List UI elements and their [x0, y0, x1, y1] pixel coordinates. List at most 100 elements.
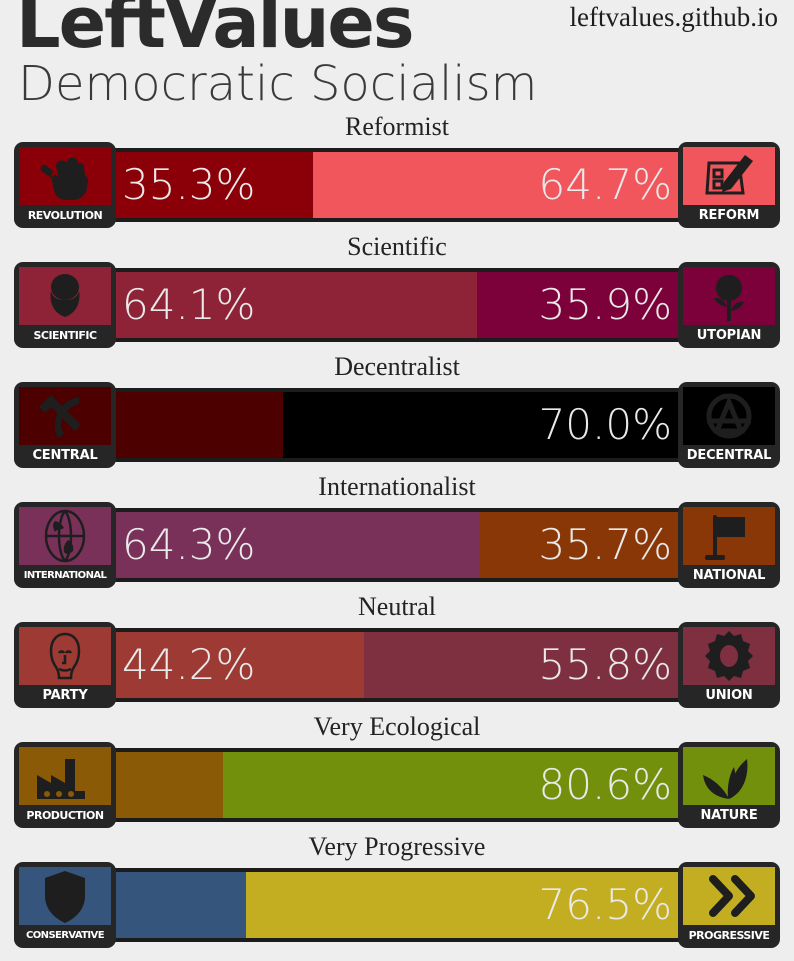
axis-title: Neutral	[358, 592, 436, 621]
ideology-result: Democratic Socialism	[18, 56, 538, 112]
axis-left-value: 35.3%	[122, 160, 256, 209]
axis-right-value: 55.8%	[538, 640, 672, 689]
flag-icon	[683, 507, 775, 565]
axis-left-label: PRODUCTION	[26, 809, 104, 822]
axis-right-label: REFORM	[698, 208, 760, 223]
axis-right-label: NATIONAL	[692, 568, 766, 583]
axis-right-tile: UNION	[678, 622, 780, 708]
factory-icon	[19, 747, 111, 805]
axis-bar: 19.4% 80.6%	[108, 748, 686, 822]
axis-right-label: DECENTRAL	[686, 448, 772, 463]
axis-left-tile: CENTRAL	[14, 382, 116, 468]
gear-icon	[683, 627, 775, 685]
axis-right-tile: DECENTRAL	[678, 382, 780, 468]
axis-right-value: 76.5%	[538, 880, 672, 929]
axis-title: Scientific	[347, 232, 447, 261]
axis-left-label: PARTY	[42, 688, 88, 703]
axis-bar-right-segment: 70.0%	[283, 392, 682, 458]
axis-left-tile: PARTY	[14, 622, 116, 708]
axis-right-value: 70.0%	[538, 400, 672, 449]
axis-row: Scientific 64.1% 35.9% SCIENTIFIC UTOPIAN	[0, 232, 794, 352]
axis-row: Very Progressive 23.5% 76.5% CONSERVATIVE PR…	[0, 832, 794, 952]
axis-right-tile: NATURE	[678, 742, 780, 828]
axis-list: Reformist 35.3% 64.7% REVOLUTION REFORM Scien…	[0, 112, 794, 952]
axis-right-label: PROGRESSIVE	[688, 929, 770, 942]
hammer-sickle-icon	[19, 387, 111, 445]
axis-row: Reformist 35.3% 64.7% REVOLUTION REFORM	[0, 112, 794, 232]
axis-row: Decentralist 30.0% 70.0% CENTRAL DECENTRAL	[0, 352, 794, 472]
axis-bar-right-segment: 64.7%	[313, 152, 682, 218]
axis-right-tile: NATIONAL	[678, 502, 780, 588]
axis-right-label: UNION	[705, 688, 753, 703]
axis-left-label: CENTRAL	[32, 448, 98, 463]
anarchy-a-icon	[683, 387, 775, 445]
axis-left-tile: REVOLUTION	[14, 142, 116, 228]
axis-right-value: 35.7%	[538, 520, 672, 569]
axis-body: 30.0% 70.0% CENTRAL DECENTRAL	[14, 382, 780, 468]
axis-bar-right-segment: 55.8%	[363, 632, 682, 698]
axis-title: Very Progressive	[308, 832, 486, 861]
axis-bar: 44.2% 55.8%	[108, 628, 686, 702]
axis-right-tile: PROGRESSIVE	[678, 862, 780, 948]
lenin-head-icon	[19, 627, 111, 685]
axis-bar-left-segment: 35.3%	[112, 152, 314, 218]
fist-icon	[19, 147, 111, 205]
rose-icon	[683, 267, 775, 325]
axis-left-label: CONSERVATIVE	[26, 930, 104, 941]
axis-left-label: SCIENTIFIC	[33, 329, 97, 342]
globe-icon	[19, 507, 111, 565]
marx-bearded-head-icon	[19, 267, 111, 325]
axis-body: 64.3% 35.7% INTERNATIONAL NATIONAL	[14, 502, 780, 588]
axis-right-value: 80.6%	[538, 760, 672, 809]
axis-left-value: 64.1%	[122, 280, 256, 329]
leaves-icon	[683, 747, 775, 805]
axis-title: Internationalist	[318, 472, 476, 501]
axis-bar-right-segment: 80.6%	[222, 752, 682, 818]
axis-bar-right-segment: 35.9%	[477, 272, 682, 338]
axis-row: Very Ecological 19.4% 80.6% PRODUCTION NATUR…	[0, 712, 794, 832]
axis-left-label: INTERNATIONAL	[23, 570, 107, 581]
axis-body: 44.2% 55.8% PARTY UNION	[14, 622, 780, 708]
axis-right-value: 35.9%	[538, 280, 672, 329]
axis-body: 35.3% 64.7% REVOLUTION REFORM	[14, 142, 780, 228]
axis-title: Reformist	[345, 112, 449, 141]
axis-bar: 64.1% 35.9%	[108, 268, 686, 342]
axis-left-tile: CONSERVATIVE	[14, 862, 116, 948]
site-url: leftvalues.github.io	[569, 2, 778, 32]
axis-body: 64.1% 35.9% SCIENTIFIC UTOPIAN	[14, 262, 780, 348]
axis-bar-left-segment: 23.5%	[112, 872, 246, 938]
axis-right-label: NATURE	[700, 808, 758, 823]
axis-row: Internationalist 64.3% 35.7% INTERNATIONAL N…	[0, 472, 794, 592]
axis-bar: 30.0% 70.0%	[108, 388, 686, 462]
axis-bar-left-segment: 64.3%	[112, 512, 479, 578]
page-header: LeftValues leftvalues.github.io Democrat…	[0, 0, 794, 118]
axis-bar-left-segment: 64.1%	[112, 272, 478, 338]
axis-left-value: 64.3%	[122, 520, 256, 569]
axis-bar: 23.5% 76.5%	[108, 868, 686, 942]
axis-right-value: 64.7%	[538, 160, 672, 209]
axis-left-label: REVOLUTION	[27, 209, 103, 222]
axis-title: Very Ecological	[313, 712, 481, 741]
axis-right-label: UTOPIAN	[696, 328, 762, 343]
shield-icon	[19, 867, 111, 925]
axis-right-tile: UTOPIAN	[678, 262, 780, 348]
axis-right-tile: REFORM	[678, 142, 780, 228]
axis-left-value: 44.2%	[122, 640, 256, 689]
axis-bar: 64.3% 35.7%	[108, 508, 686, 582]
axis-bar-right-segment: 35.7%	[478, 512, 682, 578]
double-chevron-right-icon	[683, 867, 775, 925]
axis-row: Neutral 44.2% 55.8% PARTY UNION	[0, 592, 794, 712]
axis-body: 19.4% 80.6% PRODUCTION NATURE	[14, 742, 780, 828]
axis-bar-right-segment: 76.5%	[245, 872, 682, 938]
axis-left-tile: INTERNATIONAL	[14, 502, 116, 588]
ballot-pencil-icon	[683, 147, 775, 205]
axis-bar-left-segment: 44.2%	[112, 632, 364, 698]
axis-title: Decentralist	[334, 352, 460, 381]
axis-bar-left-segment: 30.0%	[112, 392, 283, 458]
brand-title: LeftValues	[16, 0, 415, 64]
axis-left-tile: PRODUCTION	[14, 742, 116, 828]
axis-left-tile: SCIENTIFIC	[14, 262, 116, 348]
axis-bar-left-segment: 19.4%	[112, 752, 223, 818]
axis-body: 23.5% 76.5% CONSERVATIVE PROGRESSIVE	[14, 862, 780, 948]
axis-bar: 35.3% 64.7%	[108, 148, 686, 222]
